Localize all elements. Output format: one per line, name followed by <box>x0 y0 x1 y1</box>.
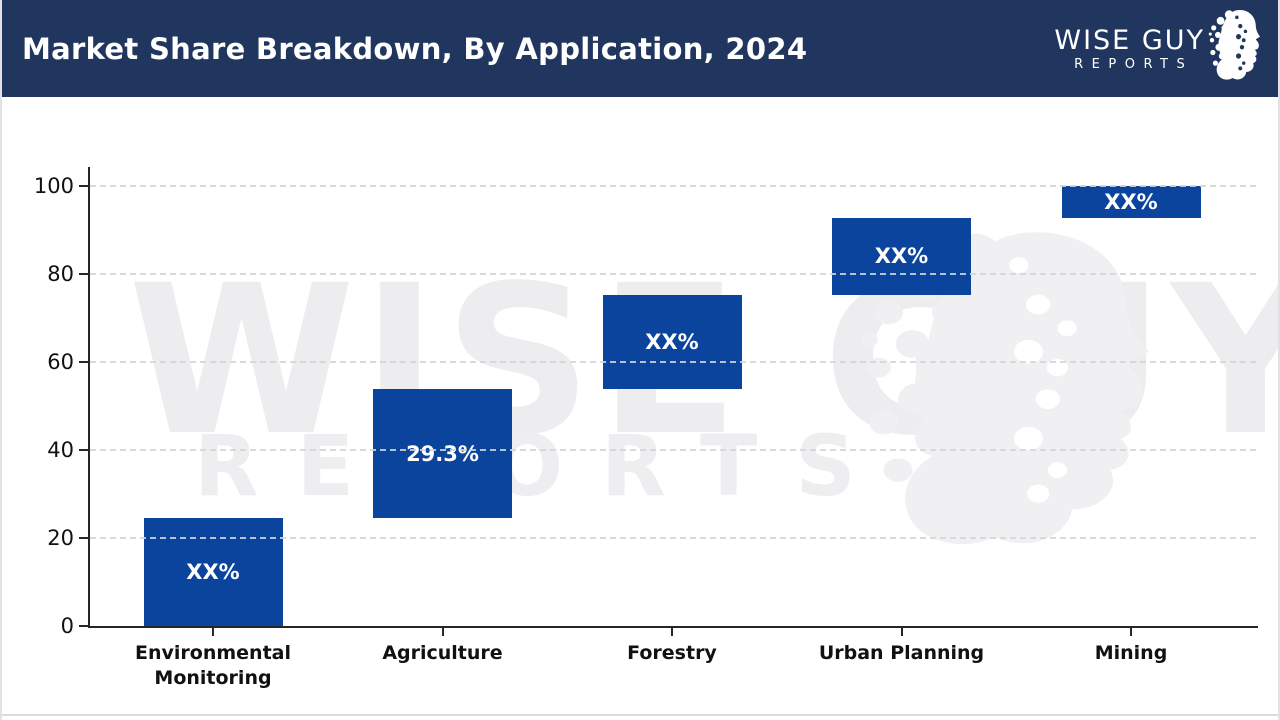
bar-segment: XX% <box>832 218 971 295</box>
watermark-head-icon <box>860 232 1150 545</box>
x-axis-label: Environmental Monitoring <box>135 642 291 690</box>
y-tick-label: 0 <box>60 614 74 638</box>
bar-value-label: XX% <box>186 560 240 585</box>
logo-head-icon <box>1208 9 1260 80</box>
watermark-subtitle: REPORTS <box>194 417 894 515</box>
x-axis-label: Forestry <box>627 642 717 664</box>
bar-value-label: 29.3% <box>406 441 479 466</box>
x-tick-mark <box>900 628 903 636</box>
y-tick-label: 60 <box>47 350 74 374</box>
y-tick-mark <box>79 361 88 363</box>
bar-value-label: XX% <box>1104 190 1158 215</box>
y-tick-mark <box>79 185 88 187</box>
y-tick-label: 40 <box>47 438 74 462</box>
x-axis-spine <box>88 626 1258 628</box>
bar-segment: XX% <box>143 518 283 626</box>
x-tick-mark <box>212 628 214 636</box>
logo-subtitle: REPORTS <box>1074 57 1194 72</box>
x-axis-label: Agriculture <box>382 642 503 664</box>
page-title: Market Share Breakdown, By Application, … <box>22 31 808 66</box>
y-tick-label: 80 <box>47 262 74 286</box>
y-axis-spine <box>88 167 90 628</box>
logo-text: WISE GUY REPORTS <box>1054 25 1205 72</box>
y-gridline <box>90 537 1256 539</box>
y-tick-mark <box>79 273 88 275</box>
logo-wordmark: WISE GUY <box>1054 25 1205 56</box>
y-gridline <box>90 273 1256 275</box>
y-tick-label: 100 <box>33 174 74 198</box>
y-gridline <box>90 449 1256 451</box>
x-tick-mark <box>1130 628 1132 636</box>
brand-logo: WISE GUY REPORTS <box>1054 3 1266 94</box>
y-gridline <box>90 361 1256 363</box>
x-axis-label: Urban Planning <box>818 642 985 664</box>
header: Market Share Breakdown, By Application, … <box>2 0 1278 97</box>
y-tick-label: 20 <box>47 526 74 550</box>
bar-value-label: XX% <box>874 244 929 269</box>
x-axis-label: Mining <box>1094 642 1168 664</box>
y-tick-mark <box>79 625 88 627</box>
x-tick-mark <box>671 628 673 636</box>
x-tick-mark <box>441 628 444 636</box>
y-gridline <box>90 185 1256 187</box>
bar-segment: 29.3% <box>373 389 512 519</box>
y-tick-mark <box>79 449 88 451</box>
y-tick-mark <box>79 537 88 539</box>
bar-segment: XX% <box>602 294 742 390</box>
bar-segment: XX% <box>1061 186 1201 219</box>
bar-value-label: XX% <box>645 329 699 354</box>
bottom-rule <box>2 714 1278 716</box>
